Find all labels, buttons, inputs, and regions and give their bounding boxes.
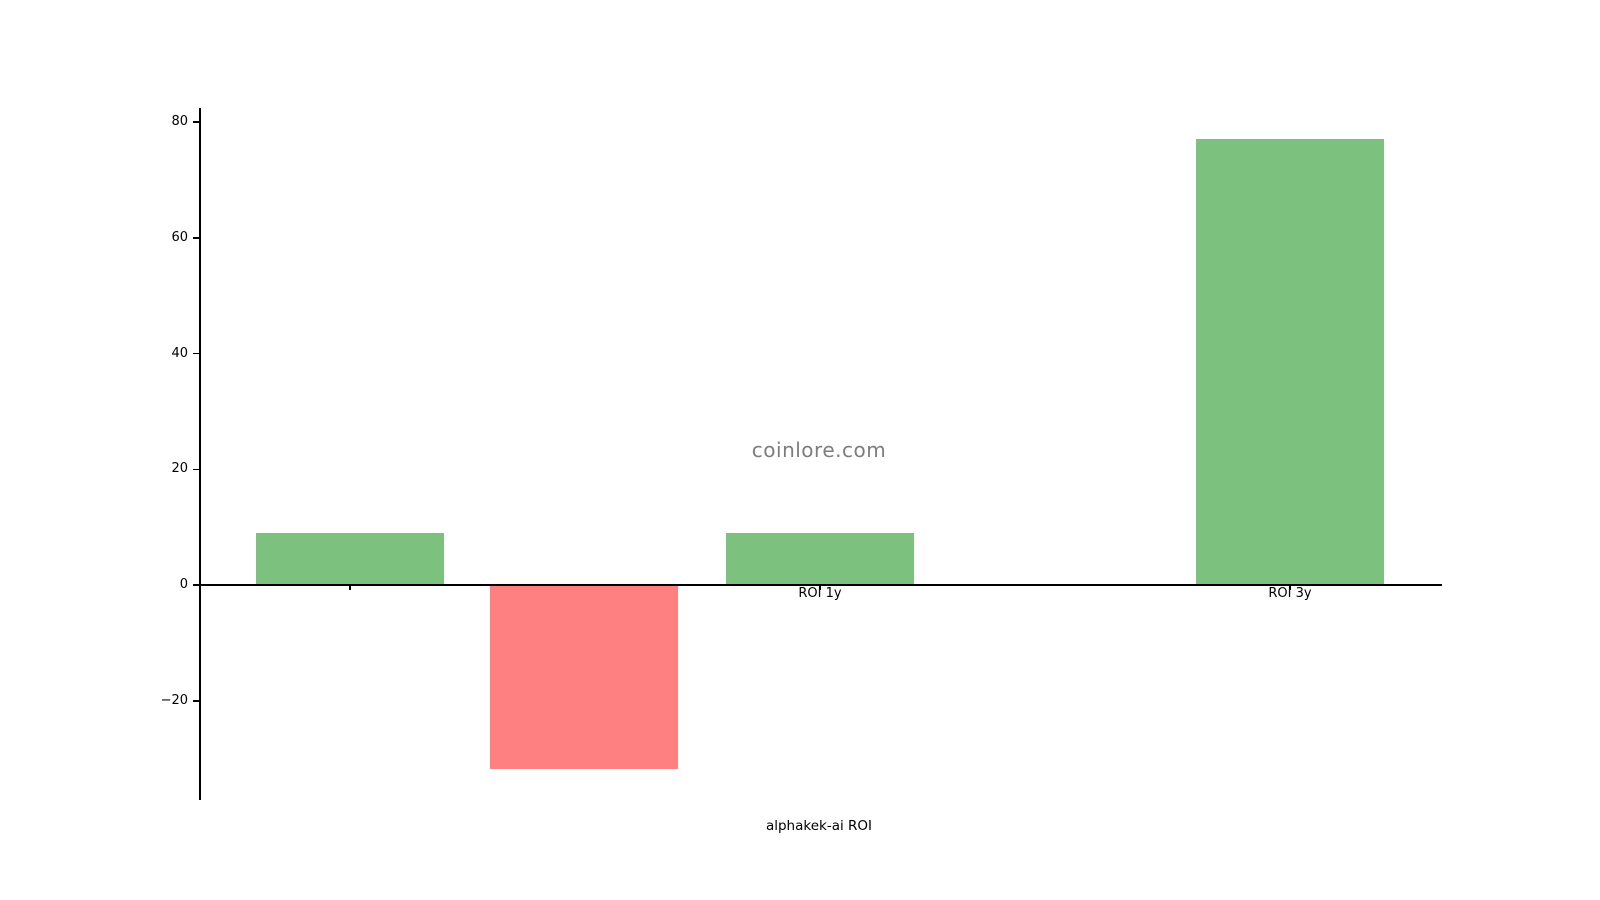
bar [256, 532, 444, 585]
y-tick-label: 0 [179, 577, 188, 592]
y-tick-mark [192, 584, 200, 586]
x-tick-mark [819, 585, 821, 590]
y-tick-mark [192, 468, 200, 470]
bar [726, 532, 914, 585]
x-tick-mark [1289, 585, 1291, 590]
x-tick-mark [349, 585, 351, 590]
x-axis-title: alphakek-ai ROI [765, 818, 873, 834]
y-tick-mark [192, 121, 200, 123]
x-axis-zero-line [199, 584, 1442, 586]
y-tick-mark [192, 237, 200, 239]
y-tick-mark [192, 700, 200, 702]
bar [1196, 138, 1384, 585]
x-tick-label: ROI 1y [798, 586, 842, 601]
y-tick-label: 80 [171, 114, 188, 129]
x-tick-label: ROI 3y [1268, 586, 1312, 601]
y-tick-label: 60 [171, 229, 188, 245]
y-axis-line [199, 108, 201, 800]
y-tick-label: 40 [171, 345, 188, 361]
watermark-text: coinlore.com [751, 438, 887, 462]
y-tick-label: 20 [171, 461, 188, 477]
bar [490, 585, 678, 770]
y-tick-label: −20 [160, 692, 188, 708]
y-tick-mark [192, 352, 200, 355]
